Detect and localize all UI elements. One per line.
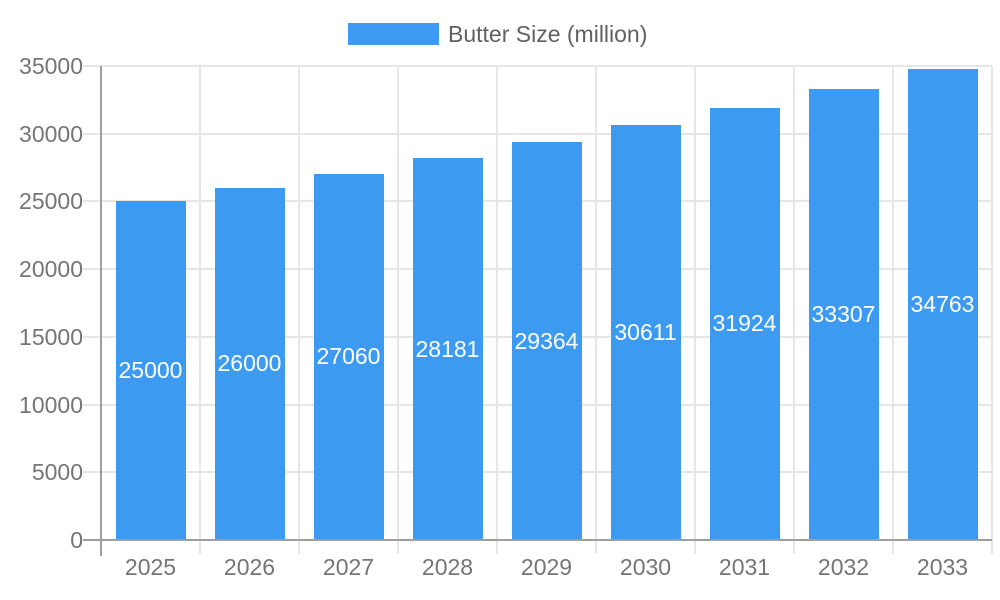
y-tick-mark (83, 132, 101, 135)
bar-value-label: 30611 (614, 319, 677, 346)
y-axis-tick-label: 5000 (31, 459, 83, 486)
bar: 29364 (511, 142, 582, 540)
x-axis-tick-label: 2025 (124, 554, 177, 580)
bar-value-label: 26000 (217, 350, 282, 377)
y-tick-mark (83, 471, 101, 474)
bar-value-label: 33307 (811, 300, 876, 327)
bar-value-label: 25000 (118, 357, 183, 384)
legend-label: Butter Size (million) (448, 21, 648, 47)
x-axis-tick-label: 2026 (223, 554, 276, 580)
gridline-vertical (397, 66, 399, 554)
x-axis-tick-label: 2030 (619, 554, 672, 580)
x-axis-tick-label: 2027 (322, 554, 375, 580)
bar: 30611 (610, 125, 681, 540)
y-tick-mark (83, 65, 101, 67)
gridline-vertical (496, 66, 498, 554)
bar-value-label: 27060 (316, 343, 381, 370)
gridline-vertical (892, 66, 894, 554)
gridline-vertical (694, 66, 696, 554)
bar: 34763 (907, 69, 978, 540)
bar-value-label: 31924 (712, 310, 777, 337)
bar: 26000 (214, 187, 285, 540)
bar: 25000 (115, 201, 186, 540)
bar-value-label: 29364 (514, 327, 579, 354)
y-axis-line (100, 66, 102, 556)
x-axis-line (83, 539, 992, 541)
x-axis-tick-label: 2032 (817, 554, 870, 580)
legend-swatch (348, 23, 439, 45)
bar: 28181 (412, 158, 483, 540)
x-axis-tick-label: 2028 (421, 554, 474, 580)
y-tick-mark (83, 268, 101, 271)
bar-value-label: 34763 (910, 291, 975, 318)
bar: 33307 (808, 88, 879, 540)
bar: 31924 (709, 107, 780, 540)
gridline-vertical (199, 66, 201, 554)
x-axis-tick-label: 2031 (718, 554, 771, 580)
y-axis-tick-label: 30000 (19, 120, 83, 147)
x-axis-tick-label: 2029 (520, 554, 573, 580)
y-axis-tick-label: 25000 (19, 188, 83, 215)
y-axis-tick-label: 10000 (19, 391, 83, 418)
y-tick-mark (83, 200, 101, 203)
y-tick-mark (83, 335, 101, 338)
y-tick-mark (83, 403, 101, 406)
gridline-vertical (793, 66, 795, 554)
gridline-horizontal (101, 132, 992, 135)
y-axis-tick-label: 15000 (19, 323, 83, 350)
gridline-vertical (991, 66, 993, 554)
gridline-horizontal (101, 65, 992, 67)
gridline-vertical (595, 66, 597, 554)
bar-value-label: 28181 (415, 335, 480, 362)
y-axis-tick-label: 0 (70, 527, 83, 553)
x-axis-tick-label: 2033 (916, 554, 969, 580)
y-axis-tick-label: 35000 (19, 53, 83, 79)
y-axis-tick-label: 20000 (19, 256, 83, 283)
gridline-vertical (298, 66, 300, 554)
bar: 27060 (313, 173, 384, 540)
